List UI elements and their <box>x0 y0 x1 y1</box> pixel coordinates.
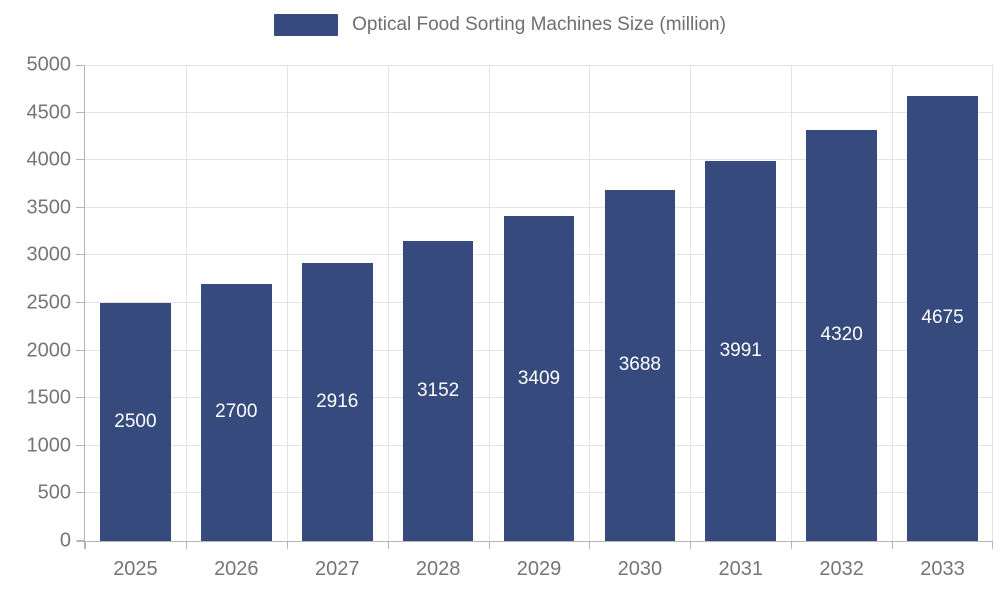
x-axis-tick <box>589 541 591 549</box>
bar-2028[interactable]: 3152 <box>402 240 474 541</box>
y-axis-tick-label: 4500 <box>26 101 72 124</box>
v-gridline <box>387 65 389 541</box>
v-gridline <box>185 65 187 541</box>
y-axis-tick <box>76 206 84 208</box>
bar-value-label: 3152 <box>416 379 460 401</box>
legend-swatch-icon <box>274 14 339 36</box>
y-axis-tick-label: 4000 <box>26 148 72 171</box>
y-axis-tick <box>76 159 84 161</box>
y-axis-tick <box>76 111 84 113</box>
bar-value-label: 3991 <box>719 340 762 362</box>
y-axis-tick-label: 1000 <box>26 434 72 457</box>
y-axis-tick <box>76 254 84 256</box>
bar-2030[interactable]: 3688 <box>604 189 676 541</box>
x-axis-tick-label: 2031 <box>718 558 764 580</box>
y-axis-tick-label: 2500 <box>26 291 72 314</box>
x-axis-tick <box>185 541 187 549</box>
bar-value-label: 3688 <box>618 354 661 376</box>
v-gridline <box>791 65 793 541</box>
bar-value-label: 2500 <box>114 411 157 432</box>
x-axis-tick-label: 2033 <box>920 558 965 580</box>
bar-value-label: 4675 <box>921 307 964 329</box>
x-axis-tick <box>387 541 389 549</box>
legend-label: Optical Food Sorting Machines Size (mill… <box>352 14 726 35</box>
y-axis-tick <box>76 492 84 494</box>
legend-item[interactable]: Optical Food Sorting Machines Size (mill… <box>274 14 726 36</box>
y-axis-tick-label: 3000 <box>26 243 72 266</box>
y-axis-tick <box>76 65 84 66</box>
y-axis-tick-label: 500 <box>37 481 71 504</box>
v-gridline <box>690 65 692 541</box>
h-gridline <box>85 65 993 66</box>
bar-2026[interactable]: 2700 <box>201 283 272 541</box>
h-gridline <box>85 206 993 208</box>
x-axis-tick-label: 2030 <box>617 558 663 580</box>
h-gridline <box>85 111 993 113</box>
bar-2032[interactable]: 4320 <box>806 129 877 541</box>
y-axis-tick-label: 5000 <box>26 53 72 76</box>
x-axis-tick <box>488 541 490 549</box>
plot-area: 0 500 1000 1500 2000 2500 3000 3500 4000 4500 5000… <box>27 54 993 580</box>
v-gridline <box>286 65 288 541</box>
y-axis-tick-label: 3500 <box>26 196 72 219</box>
y-axis-tick-label: 1500 <box>26 386 72 409</box>
x-axis-line <box>77 541 993 542</box>
x-axis-tick <box>992 541 993 549</box>
v-gridline <box>992 65 993 541</box>
y-axis-tick <box>76 302 84 303</box>
x-axis-tick <box>85 541 86 549</box>
bar-value-label: 3409 <box>517 367 561 389</box>
bar-2031[interactable]: 3991 <box>705 161 777 541</box>
v-gridline <box>589 65 591 541</box>
x-axis-tick-label: 2029 <box>516 558 562 580</box>
x-axis-tick-label: 2025 <box>113 558 158 580</box>
y-axis-tick-label: 2000 <box>26 339 72 362</box>
x-axis-tick-label: 2027 <box>314 558 360 580</box>
bar-2025[interactable]: 2500 <box>100 303 171 541</box>
bar-2027[interactable]: 2916 <box>301 263 373 541</box>
y-axis-tick <box>76 444 84 446</box>
y-axis-tick <box>76 397 84 399</box>
y-axis-tick <box>76 349 84 351</box>
v-gridline <box>488 65 490 541</box>
x-axis-tick <box>286 541 288 549</box>
bar-value-label: 2916 <box>316 391 359 413</box>
y-axis-tick-label: 0 <box>59 529 71 552</box>
x-axis-tick <box>791 541 793 549</box>
y-axis-tick <box>76 540 84 541</box>
bar-value-label: 4320 <box>820 324 863 346</box>
bar-value-label: 2700 <box>215 401 258 423</box>
x-axis-tick <box>892 541 894 549</box>
x-axis-tick-label: 2028 <box>415 558 461 580</box>
h-gridline <box>85 159 993 161</box>
bar-2033[interactable]: 4675 <box>907 95 978 541</box>
x-axis-tick-label: 2032 <box>819 558 864 580</box>
v-gridline <box>892 65 894 541</box>
legend: Optical Food Sorting Machines Size (mill… <box>0 14 1000 36</box>
x-axis-tick-label: 2026 <box>214 558 259 580</box>
bar-2029[interactable]: 3409 <box>503 216 575 541</box>
y-axis-line <box>84 65 85 549</box>
x-axis-tick <box>690 541 692 549</box>
